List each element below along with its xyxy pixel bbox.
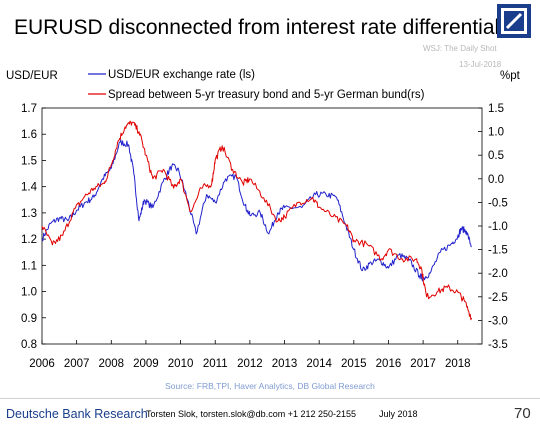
watermark-date: 13-Jul-2018	[459, 60, 502, 69]
x-tick-label: 2009	[133, 358, 159, 370]
y-right-tick-label: 0.5	[488, 150, 504, 162]
plot-frame	[41, 107, 483, 345]
x-tick-label: 2007	[64, 358, 90, 370]
series-line-spread	[41, 120, 473, 321]
page-number: 70	[514, 405, 531, 422]
y-right-tick-label: 0.0	[488, 174, 504, 186]
x-tick-label: 2018	[445, 358, 471, 370]
y-left-tick-label: 1.4	[21, 182, 38, 194]
footer: Deutsche Bank Research Torsten Slok, tor…	[0, 398, 540, 430]
x-tick-label: 2008	[98, 358, 124, 370]
y-left-tick-label: 1.1	[21, 260, 37, 272]
watermark-source: WSJ: The Daily Shot	[423, 44, 497, 53]
y-left-tick-label: 0.9	[21, 313, 37, 325]
y-right-tick-label: -3.0	[488, 315, 508, 327]
footer-date: July 2018	[379, 409, 418, 419]
x-tick-label: 2016	[376, 358, 402, 370]
footer-author: Torsten Slok, torsten.slok@db.com +1 212…	[146, 409, 357, 419]
chart-title: EURUSD disconnected from interest rate d…	[14, 16, 510, 39]
y-left-tick-label: 1.0	[21, 287, 37, 299]
x-tick-label: 2011	[203, 358, 228, 370]
y-right-tick-label: -3.5	[488, 339, 508, 351]
y-right-tick-label: -1.5	[488, 245, 508, 257]
y-right-tick-label: 1.5	[488, 103, 504, 115]
x-tick-label: 2015	[341, 358, 367, 370]
y-left-tick-label: 1.6	[21, 129, 37, 141]
y-right-tick-label: -2.0	[488, 268, 508, 280]
deutsche-bank-logo-icon	[497, 4, 531, 38]
x-tick-label: 2006	[29, 358, 55, 370]
y-right-tick-label: -0.5	[488, 197, 508, 209]
legend-label: Spread between 5-yr treasury bond and 5-…	[108, 89, 425, 101]
y-right-tick-label: 1.0	[488, 127, 504, 139]
y-right-tick-label: -2.5	[488, 292, 508, 304]
x-tick-label: 2017	[410, 358, 436, 370]
y-axis-right-title: %pt	[500, 70, 521, 82]
y-left-tick-label: 0.8	[21, 339, 37, 351]
chart-area: USD/EUR %pt 1.7 1.6 1.5 1.4 1.3 1.2 1.1 1.0 0.9 0.…	[6, 69, 521, 370]
y-axis-left-title: USD/EUR	[6, 70, 58, 82]
x-tick-label: 2012	[237, 358, 263, 370]
legend-label: USD/EUR exchange rate (ls)	[108, 69, 255, 81]
y-left-tick-label: 1.5	[21, 155, 37, 167]
x-tick-label: 2014	[306, 358, 332, 370]
y-left-tick-label: 1.3	[21, 208, 37, 220]
y-left-tick-label: 1.7	[21, 103, 37, 115]
series-line-usd-eur	[41, 139, 472, 282]
footer-brand: Deutsche Bank Research	[6, 407, 148, 421]
x-tick-label: 2010	[168, 358, 194, 370]
source-note: Source: FRB,TPI, Haver Analytics, DB Glo…	[165, 381, 375, 391]
x-tick-label: 2013	[272, 358, 298, 370]
y-left-tick-label: 1.2	[21, 234, 37, 246]
y-right-tick-label: -1.0	[488, 221, 508, 233]
